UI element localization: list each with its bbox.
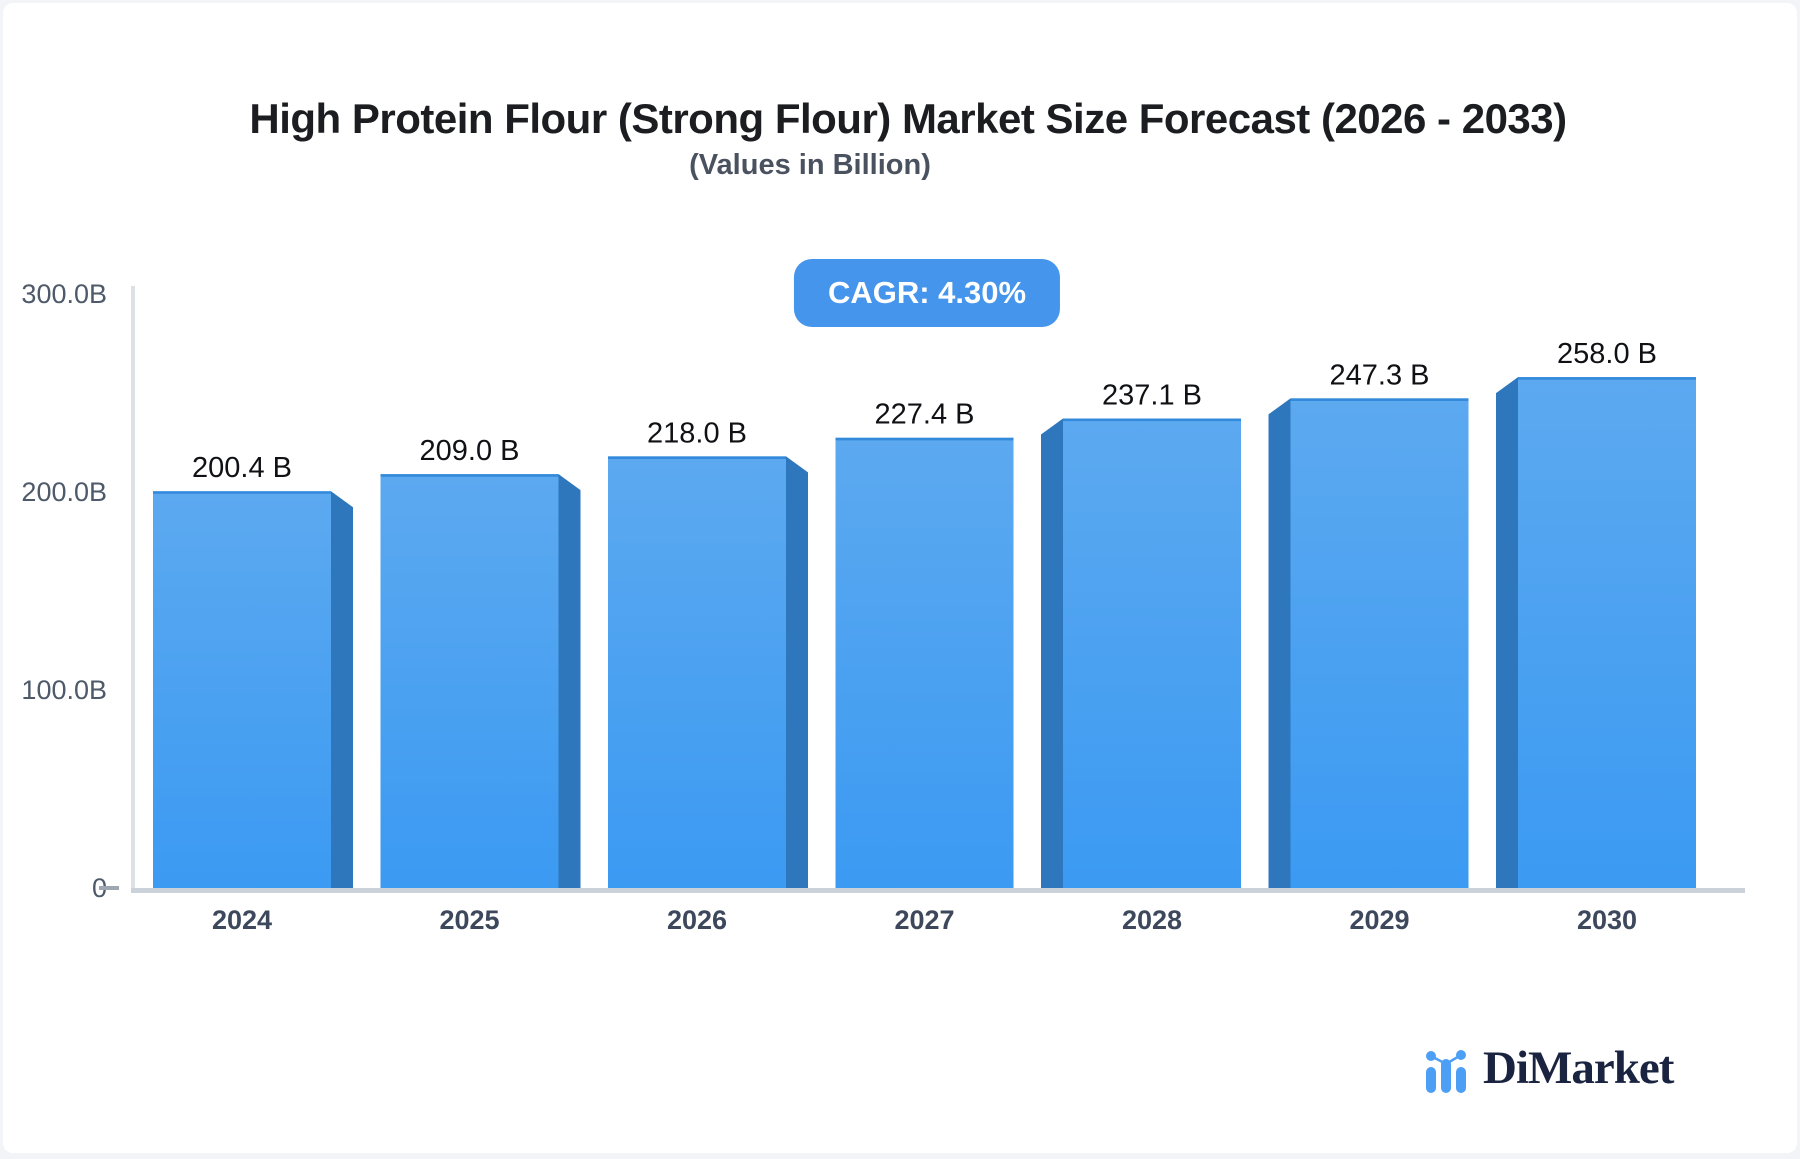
bar-2026: 218.0 B 2026 [608, 417, 808, 935]
bar-2025: 209.0 B 2025 [381, 435, 581, 935]
x-axis-label: 2027 [894, 905, 954, 935]
bar-front-face [1291, 398, 1469, 888]
x-axis-label: 2028 [1122, 905, 1182, 935]
bar-side-face [559, 474, 581, 888]
bar-side-face [1496, 377, 1518, 888]
x-axis-label: 2026 [667, 905, 727, 935]
y-axis-label: 200.0B [21, 477, 107, 507]
brand-logo-text: DiMarket [1483, 1043, 1673, 1093]
x-axis-label: 2024 [212, 905, 272, 935]
bar-side-face [786, 456, 808, 888]
bar-side-face [1041, 419, 1063, 888]
bar-value-label: 227.4 B [875, 399, 975, 431]
bar-2024: 200.4 B 2024 [153, 452, 353, 935]
bar-value-label: 247.3 B [1330, 359, 1430, 391]
bar-2028: 237.1 B 2028 [1041, 380, 1241, 935]
bar-value-label: 209.0 B [420, 435, 520, 467]
bar-2027: 227.4 B 2027 [836, 399, 1014, 935]
bar-value-label: 258.0 B [1557, 338, 1657, 370]
bar-value-label: 237.1 B [1102, 380, 1202, 412]
chart-card: High Protein Flour (Strong Flour) Market… [3, 3, 1797, 1153]
bar-side-face [1269, 398, 1291, 888]
bar-side-face [331, 491, 353, 888]
y-axis-label: 100.0B [21, 675, 107, 705]
brand-logo-icon [1423, 1043, 1469, 1093]
y-axis-label: 300.0B [21, 279, 107, 309]
bar-front-face [1063, 419, 1241, 888]
x-axis-label: 2029 [1349, 905, 1409, 935]
bar-front-face [381, 474, 559, 888]
bar-front-face [836, 438, 1014, 888]
x-axis-label: 2030 [1577, 905, 1637, 935]
bar-value-label: 218.0 B [647, 417, 747, 449]
brand-logo: DiMarket [1423, 1039, 1673, 1093]
bar-value-label: 200.4 B [192, 452, 292, 484]
bar-front-face [608, 456, 786, 888]
bar-2030: 258.0 B 2030 [1496, 338, 1696, 935]
x-axis-label: 2025 [439, 905, 499, 935]
bar-2029: 247.3 B 2029 [1269, 359, 1469, 935]
bar-front-face [1518, 377, 1696, 888]
bar-front-face [153, 491, 331, 888]
